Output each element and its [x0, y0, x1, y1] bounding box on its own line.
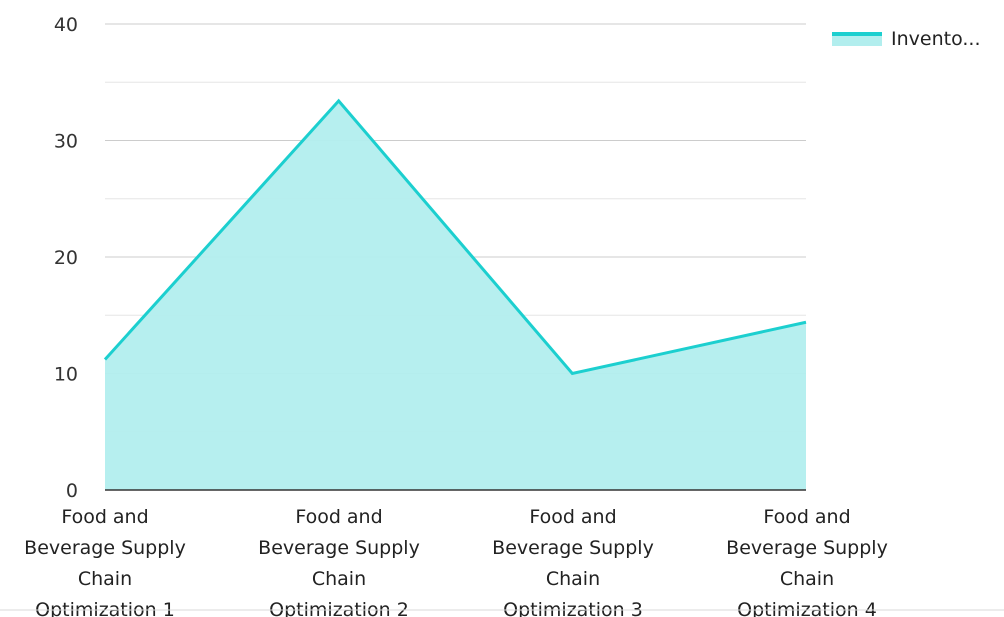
- x-tick-label-line: Optimization 3: [503, 599, 643, 617]
- legend[interactable]: Invento...: [832, 28, 980, 50]
- x-tick-label-line: Food and: [295, 506, 382, 528]
- x-tick-label-line: Chain: [78, 568, 132, 590]
- x-tick-label-line: Food and: [61, 506, 148, 528]
- y-tick-label: 0: [66, 480, 78, 502]
- y-axis: 0 10 20 30 40: [54, 14, 78, 502]
- x-tick-label-line: Beverage Supply: [492, 537, 654, 559]
- x-tick-label-line: Beverage Supply: [24, 537, 186, 559]
- x-tick-label-line: Chain: [546, 568, 600, 590]
- y-tick-label: 10: [54, 364, 78, 386]
- x-tick-label-line: Optimization 2: [269, 599, 409, 617]
- area-fill: [105, 100, 806, 490]
- x-tick-label-line: Food and: [529, 506, 616, 528]
- y-tick-label: 40: [54, 14, 78, 36]
- x-tick-label: Food and Beverage Supply Chain Optimization…: [24, 506, 186, 617]
- y-tick-label: 20: [54, 247, 78, 269]
- x-tick-label-line: Chain: [780, 568, 834, 590]
- x-tick-label-line: Chain: [312, 568, 366, 590]
- series-line: [103, 98, 807, 376]
- x-tick-label-line: Food and: [763, 506, 850, 528]
- plot-area: [103, 98, 807, 490]
- y-tick-label: 30: [54, 131, 78, 153]
- x-tick-label: Food and Beverage Supply Chain Optimization…: [258, 506, 420, 617]
- x-tick-label: Food and Beverage Supply Chain Optimization…: [726, 506, 888, 617]
- legend-label: Invento...: [891, 28, 980, 50]
- x-tick-label-line: Beverage Supply: [726, 537, 888, 559]
- x-tick-label-line: Optimization 1: [35, 599, 175, 617]
- x-axis: Food and Beverage Supply Chain Optimization…: [24, 489, 888, 617]
- x-tick-label-line: Optimization 4: [737, 599, 877, 617]
- x-tick-label: Food and Beverage Supply Chain Optimization…: [492, 506, 654, 617]
- x-tick-label-line: Beverage Supply: [258, 537, 420, 559]
